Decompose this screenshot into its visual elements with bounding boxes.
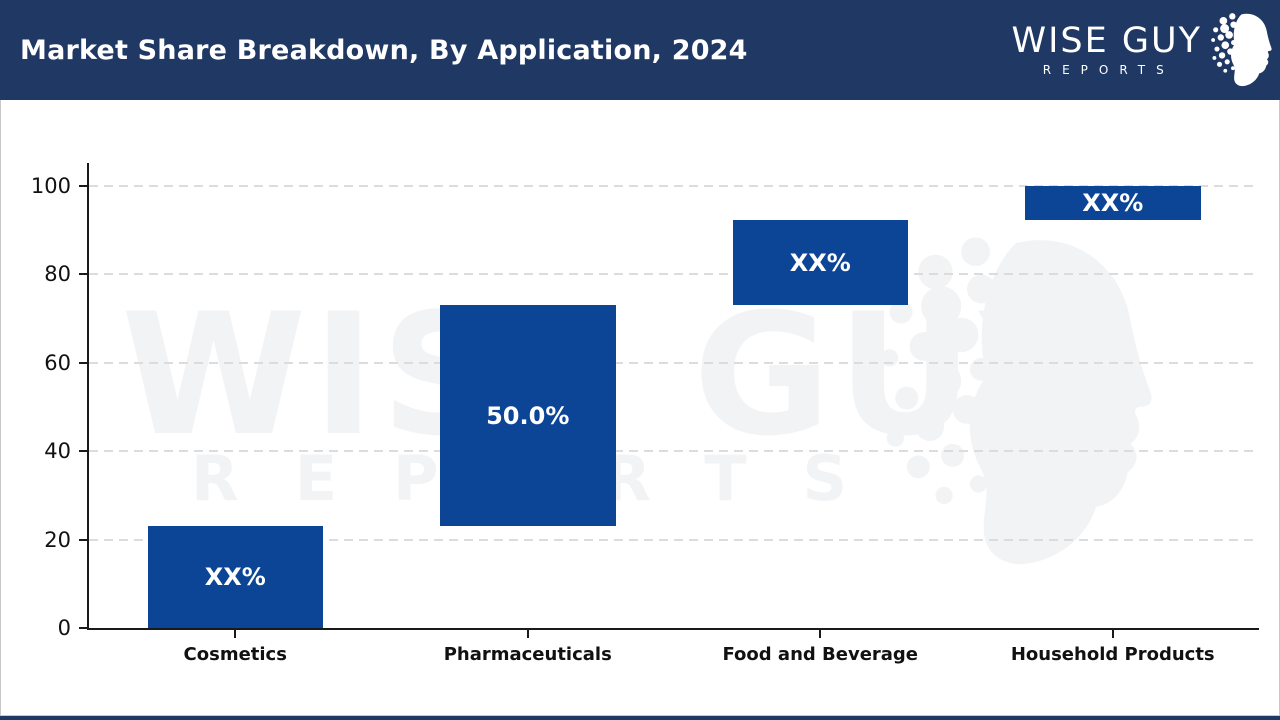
y-tick-mark — [79, 185, 87, 187]
y-tick-mark — [79, 538, 87, 541]
header-banner: Market Share Breakdown, By Application, … — [0, 0, 1280, 100]
y-tick-label: 40 — [44, 439, 71, 464]
bar-value-label: XX% — [1082, 189, 1144, 218]
y-tick-label: 100 — [30, 174, 71, 198]
x-category-label: Food and Beverage — [722, 644, 919, 665]
page-title: Market Share Breakdown, By Application, … — [20, 34, 748, 66]
y-tick-mark — [79, 450, 87, 453]
x-category-label: Household Products — [1010, 644, 1215, 665]
bar-segment: XX% — [1025, 186, 1201, 221]
y-axis-spine — [87, 163, 89, 630]
y-gridline — [89, 538, 1259, 541]
x-tick-mark — [526, 630, 529, 638]
x-tick-mark — [1111, 630, 1114, 638]
y-tick-mark — [79, 361, 87, 364]
logo-wordmark: WISE GUY — [1011, 20, 1202, 61]
y-gridline — [89, 185, 1259, 187]
y-tick-mark — [79, 627, 87, 629]
wiseguy-head-icon — [1208, 6, 1272, 92]
x-category-label: Pharmaceuticals — [443, 644, 612, 665]
footer-accent-strip — [0, 716, 1280, 720]
bar-value-label: XX% — [789, 248, 851, 277]
y-tick-label: 20 — [44, 527, 71, 552]
x-tick-mark — [234, 630, 237, 638]
bar-value-label: 50.0% — [486, 401, 570, 430]
bar-segment: XX% — [732, 220, 908, 306]
y-tick-label: 80 — [44, 262, 71, 287]
y-tick-label: 60 — [44, 350, 71, 375]
wiseguy-logo-text: WISE GUY REPORTS — [1011, 22, 1202, 77]
x-tick-mark — [819, 630, 822, 638]
bar-segment: 50.0% — [440, 305, 616, 527]
wiseguy-logo: WISE GUY REPORTS — [1011, 6, 1272, 92]
x-category-label: Cosmetics — [183, 644, 287, 665]
y-gridline — [89, 273, 1259, 276]
y-tick-mark — [79, 273, 87, 276]
bar-value-label: XX% — [204, 563, 266, 592]
bar-segment: XX% — [147, 526, 323, 628]
logo-subtitle: REPORTS — [1042, 62, 1175, 77]
y-gridline — [89, 361, 1259, 364]
x-axis-spine — [87, 628, 1259, 630]
y-gridline — [89, 450, 1259, 453]
chart-canvas: WISE GUY REPORTS 020406080100XX%Cosmetic… — [0, 100, 1280, 716]
y-tick-label: 0 — [57, 616, 71, 640]
plot-area: 0 20 40 60 80 100 XX% Cosmetics 50.0% Pharmaceuti… — [31, 163, 1259, 665]
